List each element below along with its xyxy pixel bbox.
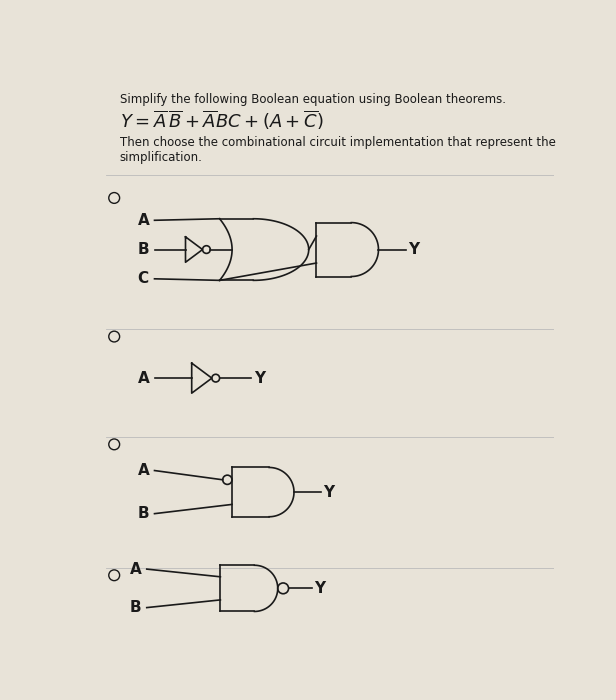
Text: A: A [137,463,149,478]
Text: A: A [137,213,149,228]
Text: B: B [137,506,149,522]
Text: C: C [137,272,148,286]
Text: A: A [137,370,149,386]
Text: Then choose the combinational circuit implementation that represent the
simplifi: Then choose the combinational circuit im… [120,136,556,164]
Text: Simplify the following Boolean equation using Boolean theorems.: Simplify the following Boolean equation … [120,93,506,106]
Text: $Y = \overline{A}\,\overline{B}+\overline{A}BC+(A+\overline{C})$: $Y = \overline{A}\,\overline{B}+\overlin… [120,108,323,132]
Text: Y: Y [314,581,325,596]
Text: B: B [137,242,149,257]
Text: Y: Y [254,370,265,386]
Text: B: B [130,600,141,615]
Text: A: A [130,561,142,577]
Text: Y: Y [323,484,334,500]
Text: Y: Y [408,242,419,257]
